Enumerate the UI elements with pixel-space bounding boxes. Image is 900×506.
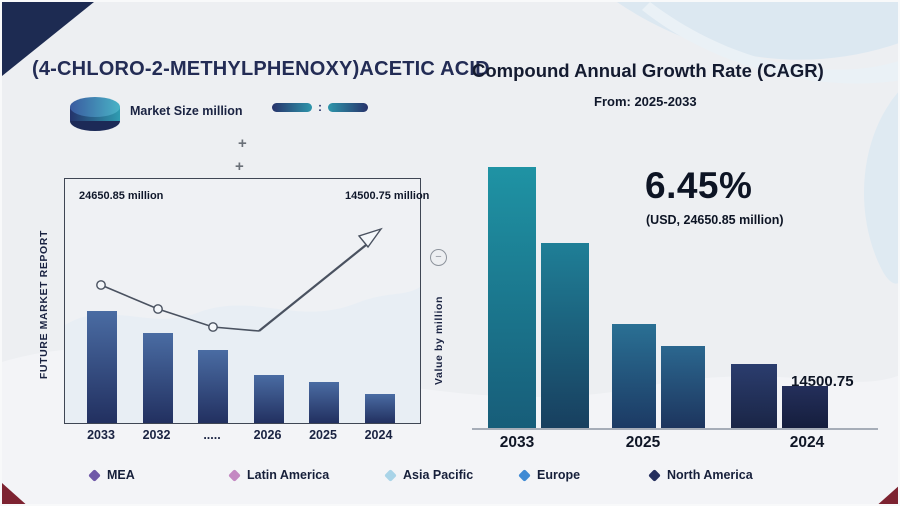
- left-bar-2026: [253, 375, 284, 423]
- cagr-title: Compound Annual Growth Rate (CAGR): [472, 60, 824, 81]
- right-bar-2024-2: [782, 386, 828, 428]
- legend-label: Europe: [537, 468, 581, 482]
- minus-glyph: −: [435, 251, 442, 263]
- cagr-value: 6.45%: [645, 165, 753, 206]
- legend-label: Latin America: [247, 468, 330, 482]
- right-bar-2025-2: [661, 346, 705, 428]
- legend-diamond-icon: [518, 468, 531, 482]
- legend-label: MEA: [107, 468, 135, 482]
- plus-icon: +: [238, 135, 247, 152]
- left-bar-2032: [142, 333, 173, 423]
- left-chart: 24650.85 million 14500.75 million: [64, 178, 429, 424]
- left-chart-end-value: 14500.75 million: [345, 190, 430, 202]
- right-bar-2024-1: [731, 364, 777, 428]
- pill-icon: [272, 103, 312, 112]
- legend-diamond-icon: [648, 468, 661, 482]
- legend-label: Asia Pacific: [403, 468, 474, 482]
- left-bar-2024: [364, 394, 395, 423]
- legend-item-latin-america: Latin America: [228, 468, 330, 482]
- legend-diamond-icon: [384, 468, 397, 482]
- right-chart-end-value: 14500.75: [791, 373, 854, 390]
- left-xlabel: 2025: [309, 428, 337, 442]
- left-xlabel: 2024: [364, 428, 393, 442]
- right-axis-label: Value by million: [433, 296, 445, 385]
- legend-diamond-icon: [88, 468, 101, 482]
- right-bar-2025-1: [612, 324, 656, 428]
- left-bar-2025: [309, 382, 339, 423]
- legend-item-asia-pacific: Asia Pacific: [384, 468, 474, 482]
- right-bar-2033-2: [541, 243, 589, 428]
- left-bar-.....: [198, 350, 228, 423]
- left-chart-start-value: 24650.85 million: [79, 190, 164, 202]
- right-xlabel: 2025: [625, 434, 661, 451]
- circle-minus-icon: −: [430, 249, 447, 266]
- right-chart: [472, 161, 878, 430]
- right-xlabel: 2024: [789, 434, 825, 451]
- pill-icon: [328, 103, 368, 112]
- left-xlabel: .....: [203, 428, 221, 442]
- legend-label: North America: [667, 468, 753, 482]
- period-label: From: 2025-2033: [594, 94, 697, 109]
- left-xlabel: 2032: [142, 428, 171, 442]
- plus-icon: +: [235, 158, 244, 175]
- cagr-detail: (USD, 24650.85 million): [646, 213, 784, 227]
- ratio-pills: :: [272, 100, 368, 114]
- left-bar-2033: [87, 311, 117, 423]
- bottom-legend: MEA Latin America Asia Pacific Europe North …: [2, 466, 898, 492]
- left-chart-bars: [65, 179, 420, 423]
- right-chart-baseline: [472, 428, 878, 430]
- legend-diamond-icon: [228, 468, 241, 482]
- legend-item-europe: Europe: [518, 468, 581, 482]
- left-axis-watermark: FUTURE MARKET REPORT: [38, 230, 50, 380]
- legend-item-north-america: North America: [648, 468, 753, 482]
- right-chart-xlabels: 2033 2025 2024: [472, 434, 878, 454]
- market-size-label: Market Size million: [130, 104, 243, 118]
- trend-line-arrow: [96, 227, 383, 332]
- market-size-cylinder-icon: [70, 97, 120, 131]
- left-xlabel: 2026: [253, 428, 282, 442]
- pill-separator: :: [318, 100, 322, 114]
- left-xlabel: 2033: [87, 428, 115, 442]
- page-title: (4-CHLORO-2-METHYLPHENOXY)ACETIC ACID: [32, 58, 490, 80]
- right-xlabel: 2033: [499, 434, 535, 451]
- right-bar-2033-1: [488, 167, 536, 428]
- left-chart-xlabels: 2033 2032..... 2026 2025 2024: [64, 428, 421, 444]
- legend-item-mea: MEA: [88, 468, 135, 482]
- top-right-swoosh: [617, 2, 898, 60]
